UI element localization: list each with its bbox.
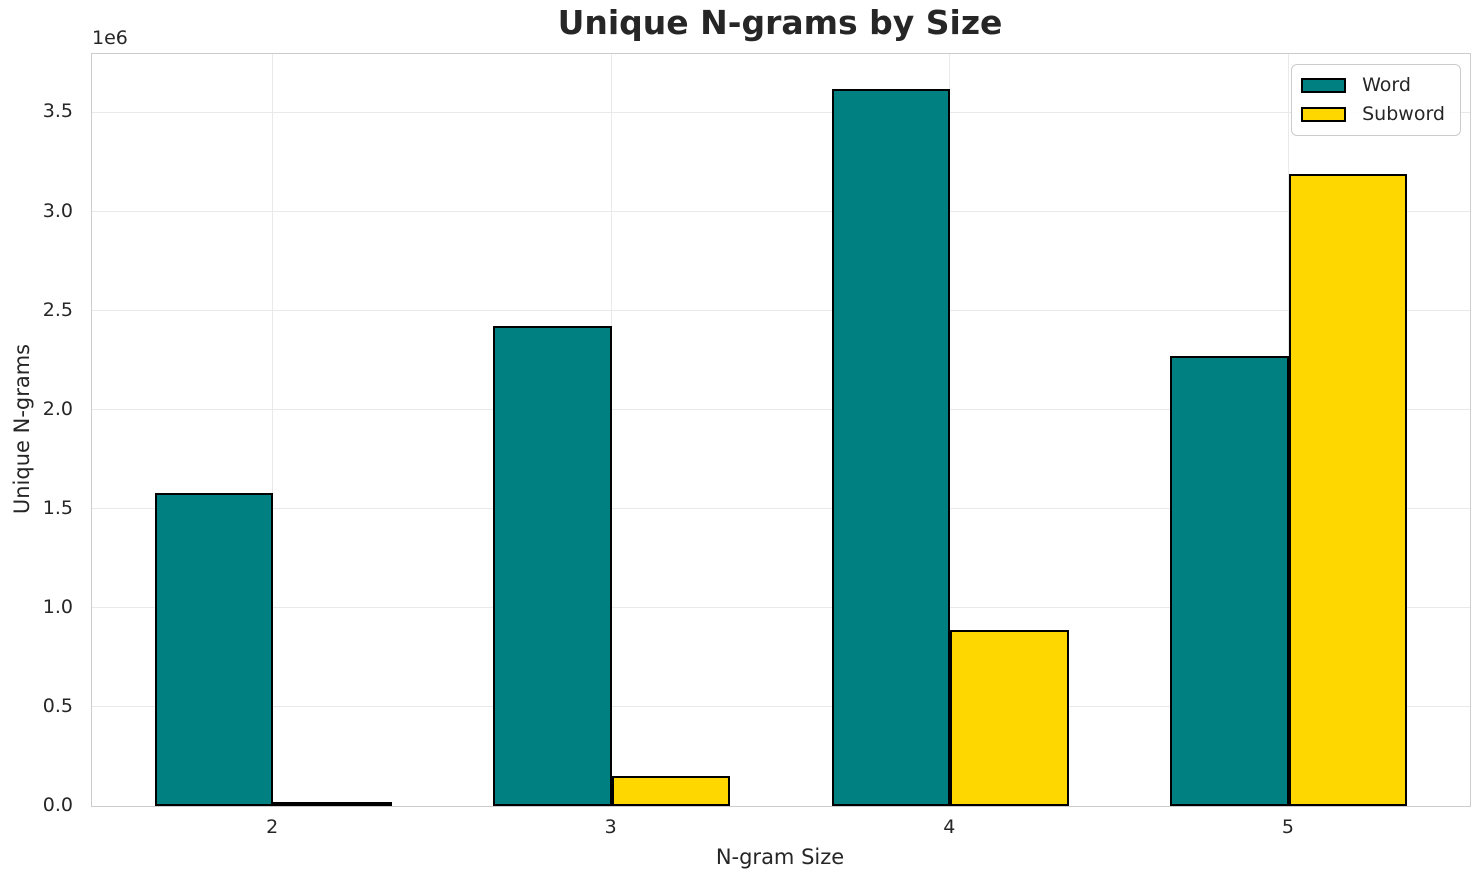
x-tick-label: 2 <box>266 816 279 838</box>
bar-word-3 <box>493 326 612 806</box>
h-gridline <box>92 111 1470 113</box>
x-tick-label: 5 <box>1281 816 1294 838</box>
bar-subword-4 <box>950 629 1069 806</box>
bar-subword-3 <box>611 776 731 806</box>
y-axis-label: Unique N-grams <box>10 343 34 515</box>
legend-swatch-word <box>1301 78 1347 93</box>
bar-word-2 <box>154 492 274 806</box>
y-tick-label: 2.0 <box>42 397 73 420</box>
y-tick-label: 0.0 <box>42 794 73 816</box>
y-tick-label: 0.5 <box>42 694 73 717</box>
x-tick-label: 4 <box>943 816 956 838</box>
y-tick-label: 3.0 <box>42 199 73 222</box>
legend-item-subword: Subword <box>1301 103 1445 126</box>
legend: Word Subword <box>1291 64 1461 136</box>
legend-item-word: Word <box>1301 74 1445 97</box>
h-gridline <box>92 309 1470 311</box>
y-tick-label: 3.5 <box>42 100 73 123</box>
y-tick-label: 1.0 <box>42 595 73 618</box>
bar-word-4 <box>831 88 951 806</box>
legend-swatch-subword <box>1301 107 1347 122</box>
h-gridline <box>92 408 1470 410</box>
bar-subword-5 <box>1288 173 1408 806</box>
h-gridline <box>92 507 1470 509</box>
legend-label: Subword <box>1362 103 1445 125</box>
y-tick-label: 2.5 <box>42 298 73 321</box>
legend-label: Word <box>1362 74 1411 96</box>
x-axis-label: N-gram Size <box>715 845 845 869</box>
y-axis-offset-label: 1e6 <box>92 27 128 49</box>
bar-subword-2 <box>273 802 392 807</box>
h-gridline <box>92 607 1470 609</box>
chart-title: Unique N-grams by Size <box>557 3 1003 42</box>
x-tick-label: 3 <box>604 816 617 838</box>
h-gridline <box>92 210 1470 212</box>
plot-area: Word Subword <box>91 53 1471 807</box>
bar-word-5 <box>1170 356 1289 806</box>
v-gridline <box>272 54 274 806</box>
h-gridline <box>92 706 1470 708</box>
y-tick-label: 1.5 <box>42 496 73 519</box>
